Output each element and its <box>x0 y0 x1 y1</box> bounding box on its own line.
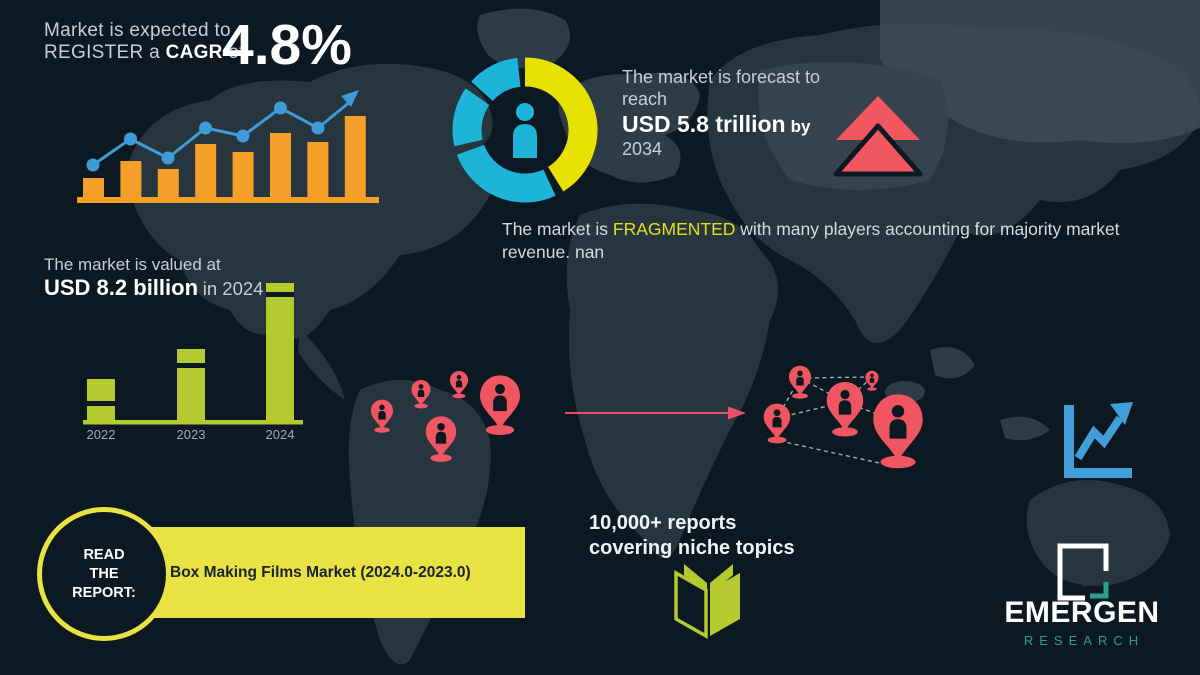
svg-text:2023: 2023 <box>177 427 206 442</box>
location-pin-icon <box>865 370 879 391</box>
cagr-line1: Market is expected to <box>44 20 231 41</box>
location-pin-icon <box>480 375 520 436</box>
fragmented-keyword: FRAGMENTED <box>612 219 736 239</box>
reports-line1: 10,000+ reports <box>589 512 737 534</box>
valuation-value: USD 8.2 billion <box>44 275 199 300</box>
location-pin-icon <box>788 365 812 399</box>
location-pin-icon <box>826 382 864 437</box>
network-pins-cluster <box>763 365 923 469</box>
logo-square-icon <box>1057 543 1109 601</box>
svg-text:2024: 2024 <box>266 427 295 442</box>
svg-text:2022: 2022 <box>87 427 116 442</box>
valuation-line1: The market is valued at <box>44 255 221 274</box>
location-pin-icon <box>425 416 457 462</box>
valuation-statement: The market is valued at USD 8.2 billion … <box>44 254 263 300</box>
forecast-year: 2034 <box>622 139 663 159</box>
cagr-line2: REGISTER a CAGR of <box>44 42 245 63</box>
fragmented-pins-cluster <box>370 371 520 462</box>
location-pin-icon <box>873 394 923 469</box>
cagr-value: 4.8% <box>222 13 352 77</box>
cagr-growth-trend-chart <box>77 90 379 203</box>
forecast-value-line: USD 5.8 trillion by <box>622 113 854 138</box>
location-pin-icon <box>370 399 394 433</box>
location-pin-icon <box>449 371 469 399</box>
growth-chart-icon <box>1064 402 1133 478</box>
forecast-intro: The market is forecast to reach <box>622 67 821 109</box>
location-pin-icon <box>411 380 431 409</box>
forecast-by: by <box>790 117 811 136</box>
open-book-icon <box>674 564 740 640</box>
valuation-value-line: USD 8.2 billion in 2024 <box>44 277 263 300</box>
forecast-value: USD 5.8 trillion <box>622 111 786 137</box>
valuation-suffix: in 2024 <box>202 278 264 299</box>
reports-line2: covering niche topics <box>589 537 795 559</box>
market-share-donut-gauge <box>452 57 598 203</box>
logo-title: EMERGEN <box>1004 596 1160 629</box>
reports-statement: 10,000+ reports covering niche topics <box>589 511 795 561</box>
cagr-statement: Market is expected to REGISTER a CAGR of <box>44 20 245 64</box>
cagr-keyword: CAGR <box>165 42 223 63</box>
forecast-statement: The market is forecast to reach USD 5.8 … <box>622 66 854 160</box>
fragmented-statement: The market is FRAGMENTED with many playe… <box>502 219 1120 262</box>
donut-person-icon <box>513 103 537 158</box>
read-report-button[interactable]: READ THE REPORT: <box>37 507 171 641</box>
flow-arrow-icon <box>565 406 746 420</box>
logo-subtitle: RESEARCH <box>1023 633 1145 648</box>
location-pin-icon <box>763 403 791 444</box>
